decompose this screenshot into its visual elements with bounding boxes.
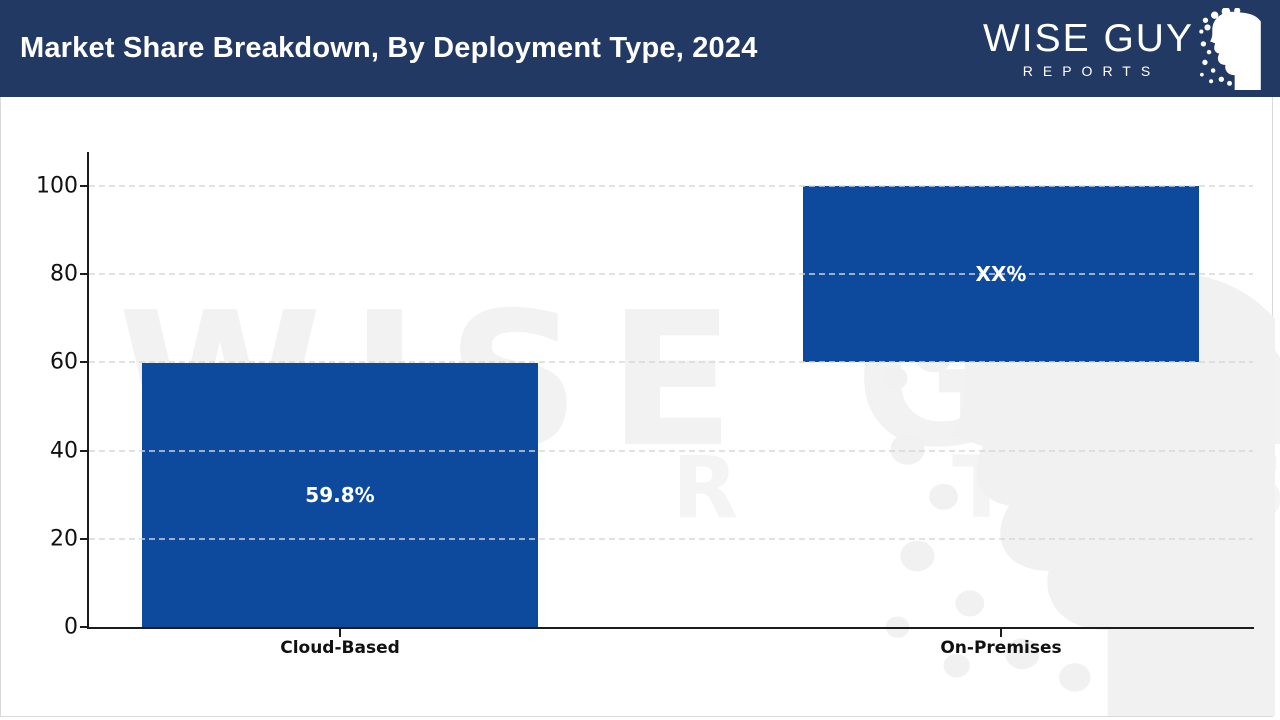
header-bar: Market Share Breakdown, By Deployment Ty… [0, 0, 1280, 97]
category-label-cloud-based: Cloud-Based [280, 638, 400, 658]
y-tick-label-100: 100 [36, 173, 78, 199]
dotted-face-icon [1199, 7, 1261, 90]
gridline-80 [89, 273, 1253, 276]
category-label-on-premises: On-Premises [940, 638, 1062, 658]
brand-logo: WISE GUY REPORTS [983, 7, 1266, 90]
y-tick-80 [80, 273, 88, 276]
y-tick-40 [80, 449, 88, 452]
bar-value-label-cloud-based: 59.8% [305, 483, 375, 508]
bar-value-label-on-premises: XX% [975, 262, 1027, 287]
y-tick-20 [80, 537, 88, 540]
brand-subtext: REPORTS [1022, 63, 1161, 79]
bar-cloud-based [142, 363, 538, 627]
gridline-60 [89, 361, 1253, 364]
y-tick-label-0: 0 [64, 614, 78, 640]
gridline-40 [89, 449, 1253, 452]
x-tick-cloud-based [339, 629, 341, 637]
x-tick-on-premises [1000, 629, 1002, 637]
y-tick-label-40: 40 [50, 438, 78, 464]
page-title: Market Share Breakdown, By Deployment Ty… [20, 32, 758, 64]
y-axis-line [87, 152, 89, 629]
gridline-20 [89, 537, 1253, 540]
gridline-100 [89, 185, 1253, 187]
y-tick-100 [80, 185, 88, 187]
y-tick-label-60: 60 [50, 349, 78, 375]
y-tick-60 [80, 361, 88, 364]
brand-wordmark: WISE GUY [982, 17, 1194, 60]
y-tick-label-80: 80 [50, 261, 78, 287]
brand-logo-text: WISE GUY REPORTS [983, 19, 1194, 78]
y-tick-0 [80, 626, 88, 628]
y-tick-label-20: 20 [50, 526, 78, 552]
x-axis-line [87, 627, 1254, 629]
